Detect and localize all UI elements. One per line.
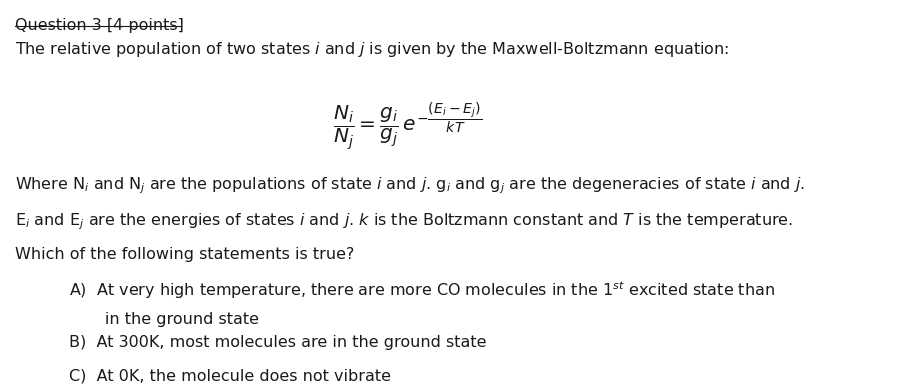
Text: C)  At 0K, the molecule does not vibrate: C) At 0K, the molecule does not vibrate [69,369,390,384]
Text: Where N$_i$ and N$_j$ are the populations of state $i$ and $j$. g$_i$ and g$_j$ : Where N$_i$ and N$_j$ are the population… [15,175,804,196]
Text: Question 3 [4 points]: Question 3 [4 points] [15,18,184,33]
Text: A)  At very high temperature, there are more CO molecules in the 1$^{st}$ excite: A) At very high temperature, there are m… [69,280,774,301]
Text: $\dfrac{N_i}{N_j} = \dfrac{g_i}{g_j}\, e^{-\dfrac{(E_i - E_j)}{kT}}$: $\dfrac{N_i}{N_j} = \dfrac{g_i}{g_j}\, e… [333,100,482,152]
Text: Which of the following statements is true?: Which of the following statements is tru… [15,247,354,262]
Text: The relative population of two states $i$ and $j$ is given by the Maxwell-Boltzm: The relative population of two states $i… [15,40,729,59]
Text: E$_i$ and E$_j$ are the energies of states $i$ and $j$. $k$ is the Boltzmann con: E$_i$ and E$_j$ are the energies of stat… [15,211,793,232]
Text: in the ground state: in the ground state [69,312,258,327]
Text: B)  At 300K, most molecules are in the ground state: B) At 300K, most molecules are in the gr… [69,335,486,350]
